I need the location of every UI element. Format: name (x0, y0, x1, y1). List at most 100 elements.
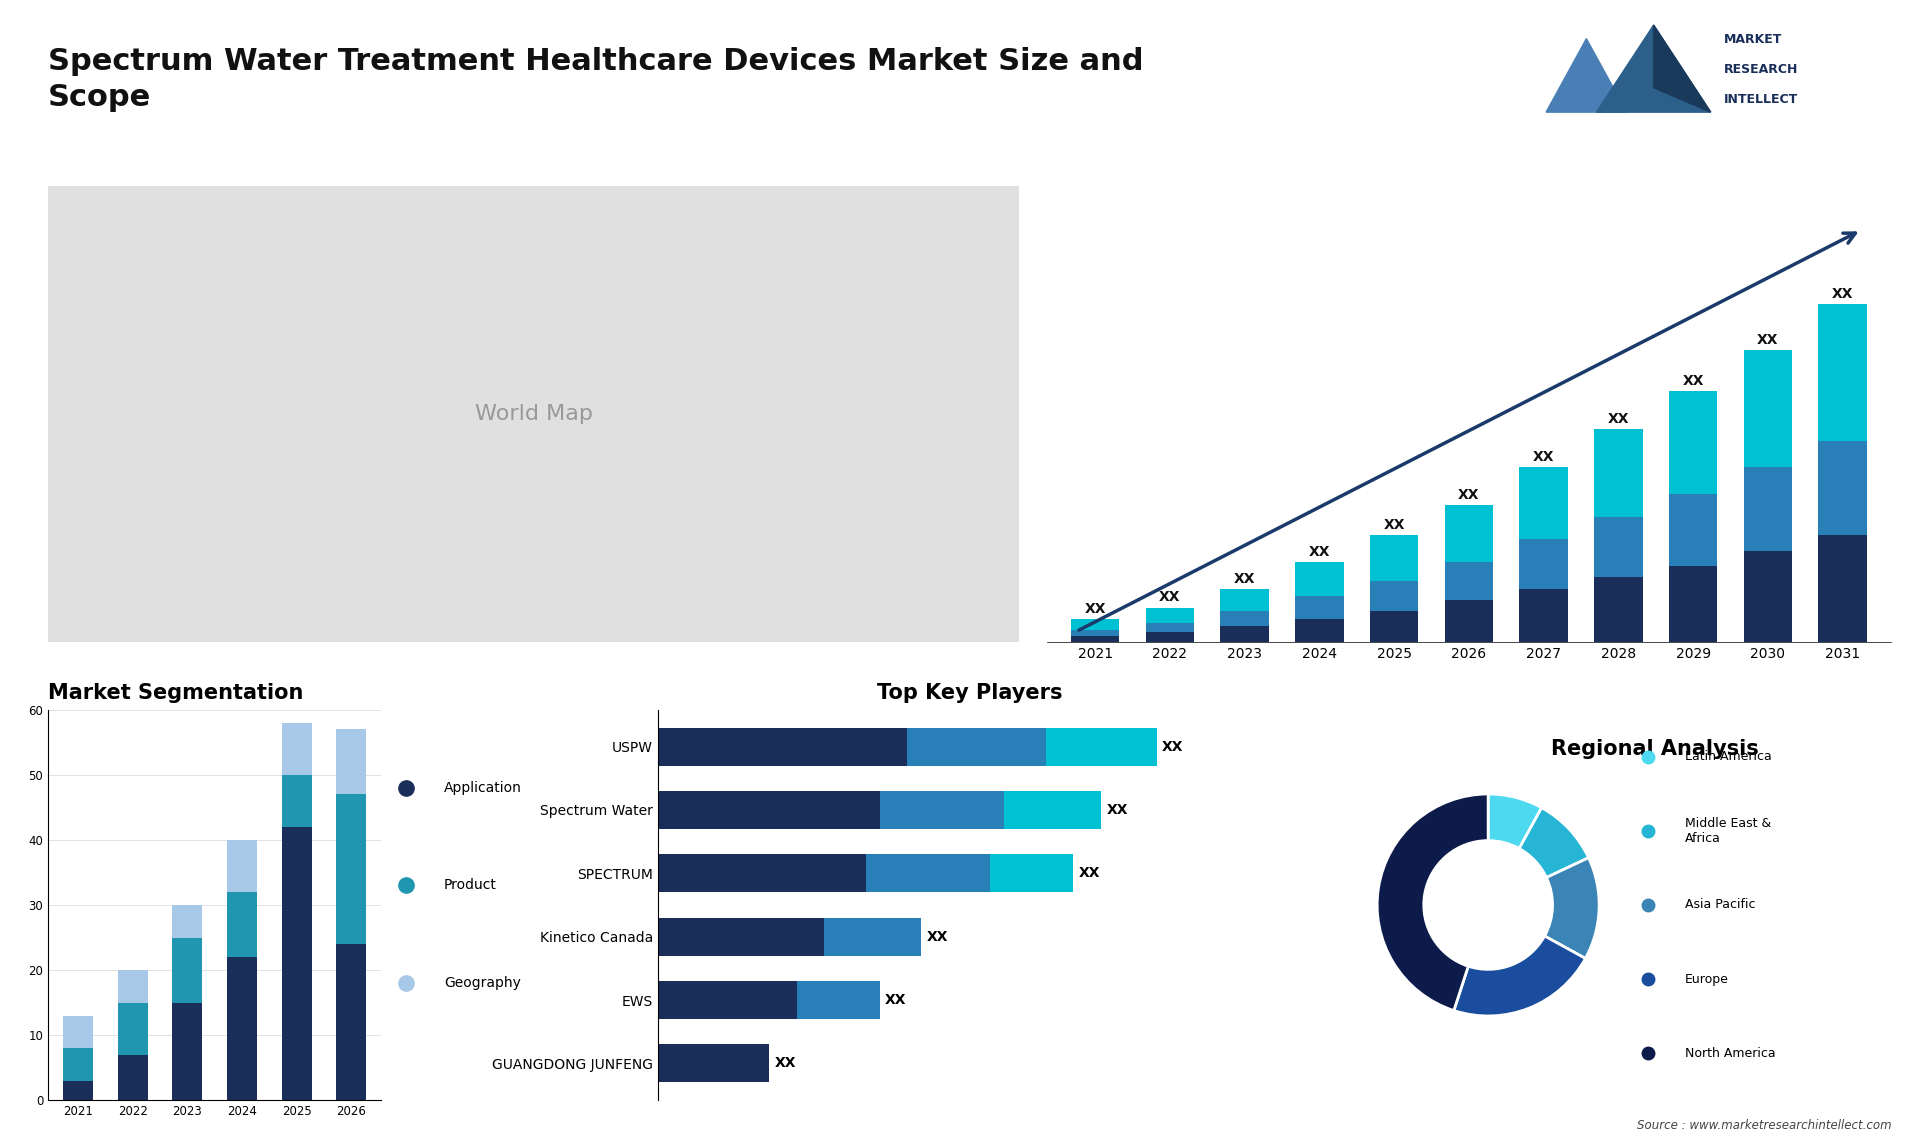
Text: Geography: Geography (444, 976, 520, 990)
Bar (879, 791, 1004, 829)
Bar (1146, 607, 1194, 622)
Bar (1369, 611, 1419, 642)
Text: XX: XX (1757, 332, 1778, 347)
Bar (866, 854, 991, 893)
Bar (173, 937, 202, 1003)
Wedge shape (1544, 857, 1599, 958)
Bar (282, 723, 311, 775)
Bar (63, 1081, 94, 1100)
Bar (227, 840, 257, 892)
Text: XX: XX (1085, 602, 1106, 615)
Bar (1071, 636, 1119, 642)
Text: RESEARCH: RESEARCH (1724, 63, 1799, 76)
Text: Asia Pacific: Asia Pacific (1686, 898, 1755, 911)
Text: Market Segmentation: Market Segmentation (48, 683, 303, 702)
Bar (63, 1049, 94, 1081)
Bar (1004, 791, 1102, 829)
Bar (282, 827, 311, 1100)
Bar (1071, 630, 1119, 636)
Bar (1046, 728, 1156, 766)
Bar (63, 1015, 94, 1049)
Bar (659, 1044, 768, 1083)
Text: Europe: Europe (1686, 973, 1728, 986)
Text: Application: Application (444, 780, 522, 795)
Bar (1594, 517, 1644, 578)
Text: Latin America: Latin America (1686, 751, 1772, 763)
Title: Top Key Players: Top Key Players (877, 683, 1062, 702)
Bar (659, 854, 866, 893)
Text: Spectrum Water Treatment Healthcare Devices Market Size and
Scope: Spectrum Water Treatment Healthcare Devi… (48, 47, 1144, 112)
Bar (659, 728, 908, 766)
Bar (1519, 589, 1569, 642)
Bar (1296, 619, 1344, 642)
Circle shape (1425, 841, 1553, 970)
Bar (117, 1054, 148, 1100)
Bar (1743, 350, 1791, 468)
Text: Source : www.marketresearchintellect.com: Source : www.marketresearchintellect.com (1636, 1120, 1891, 1132)
Bar (117, 970, 148, 1003)
Bar (1146, 622, 1194, 633)
Bar (117, 1003, 148, 1054)
Bar (173, 905, 202, 937)
Text: XX: XX (1235, 572, 1256, 586)
Bar (1668, 566, 1716, 642)
Bar (908, 728, 1046, 766)
Text: XX: XX (1682, 375, 1703, 388)
Bar (227, 892, 257, 957)
Bar (1743, 551, 1791, 642)
Wedge shape (1519, 808, 1588, 878)
Bar (1743, 468, 1791, 551)
Text: XX: XX (1309, 545, 1331, 559)
Text: Middle East &
Africa: Middle East & Africa (1686, 817, 1772, 845)
Bar (1221, 627, 1269, 642)
Bar (1296, 562, 1344, 596)
Text: MARKET: MARKET (1724, 33, 1782, 46)
Wedge shape (1488, 794, 1542, 848)
Bar (824, 918, 922, 956)
Bar (1444, 562, 1494, 599)
Bar (1594, 578, 1644, 642)
Bar (1444, 505, 1494, 562)
Text: XX: XX (1532, 450, 1555, 464)
Bar (1818, 441, 1866, 535)
Text: XX: XX (1162, 739, 1183, 754)
Polygon shape (1546, 39, 1626, 112)
Bar (1519, 468, 1569, 540)
Bar (1221, 611, 1269, 627)
Polygon shape (1653, 25, 1711, 112)
Bar (1818, 535, 1866, 642)
Bar (336, 944, 367, 1100)
Text: INTELLECT: INTELLECT (1724, 93, 1799, 107)
Wedge shape (1377, 794, 1488, 1011)
Bar (1818, 305, 1866, 441)
Text: XX: XX (1832, 288, 1853, 301)
Bar (1221, 589, 1269, 611)
Text: XX: XX (1607, 413, 1630, 426)
Wedge shape (1453, 936, 1586, 1017)
Text: Product: Product (444, 879, 497, 893)
Bar (1519, 540, 1569, 589)
Bar (1369, 581, 1419, 611)
Bar (227, 957, 257, 1100)
FancyBboxPatch shape (0, 49, 1311, 778)
Bar (282, 775, 311, 827)
Bar (1668, 392, 1716, 494)
Text: XX: XX (1079, 866, 1100, 880)
Bar (991, 854, 1073, 893)
Bar (1296, 596, 1344, 619)
Text: XX: XX (774, 1057, 797, 1070)
Text: XX: XX (885, 994, 906, 1007)
Bar (1594, 430, 1644, 517)
Bar (659, 791, 879, 829)
Text: XX: XX (1457, 488, 1480, 502)
Bar (336, 729, 367, 794)
Bar (797, 981, 879, 1019)
Bar (1146, 633, 1194, 642)
Bar (659, 918, 824, 956)
Bar (336, 794, 367, 944)
Text: North America: North America (1686, 1046, 1776, 1060)
Text: XX: XX (1106, 803, 1129, 817)
Text: XX: XX (1160, 590, 1181, 604)
Bar (1668, 494, 1716, 566)
Bar (1071, 619, 1119, 630)
